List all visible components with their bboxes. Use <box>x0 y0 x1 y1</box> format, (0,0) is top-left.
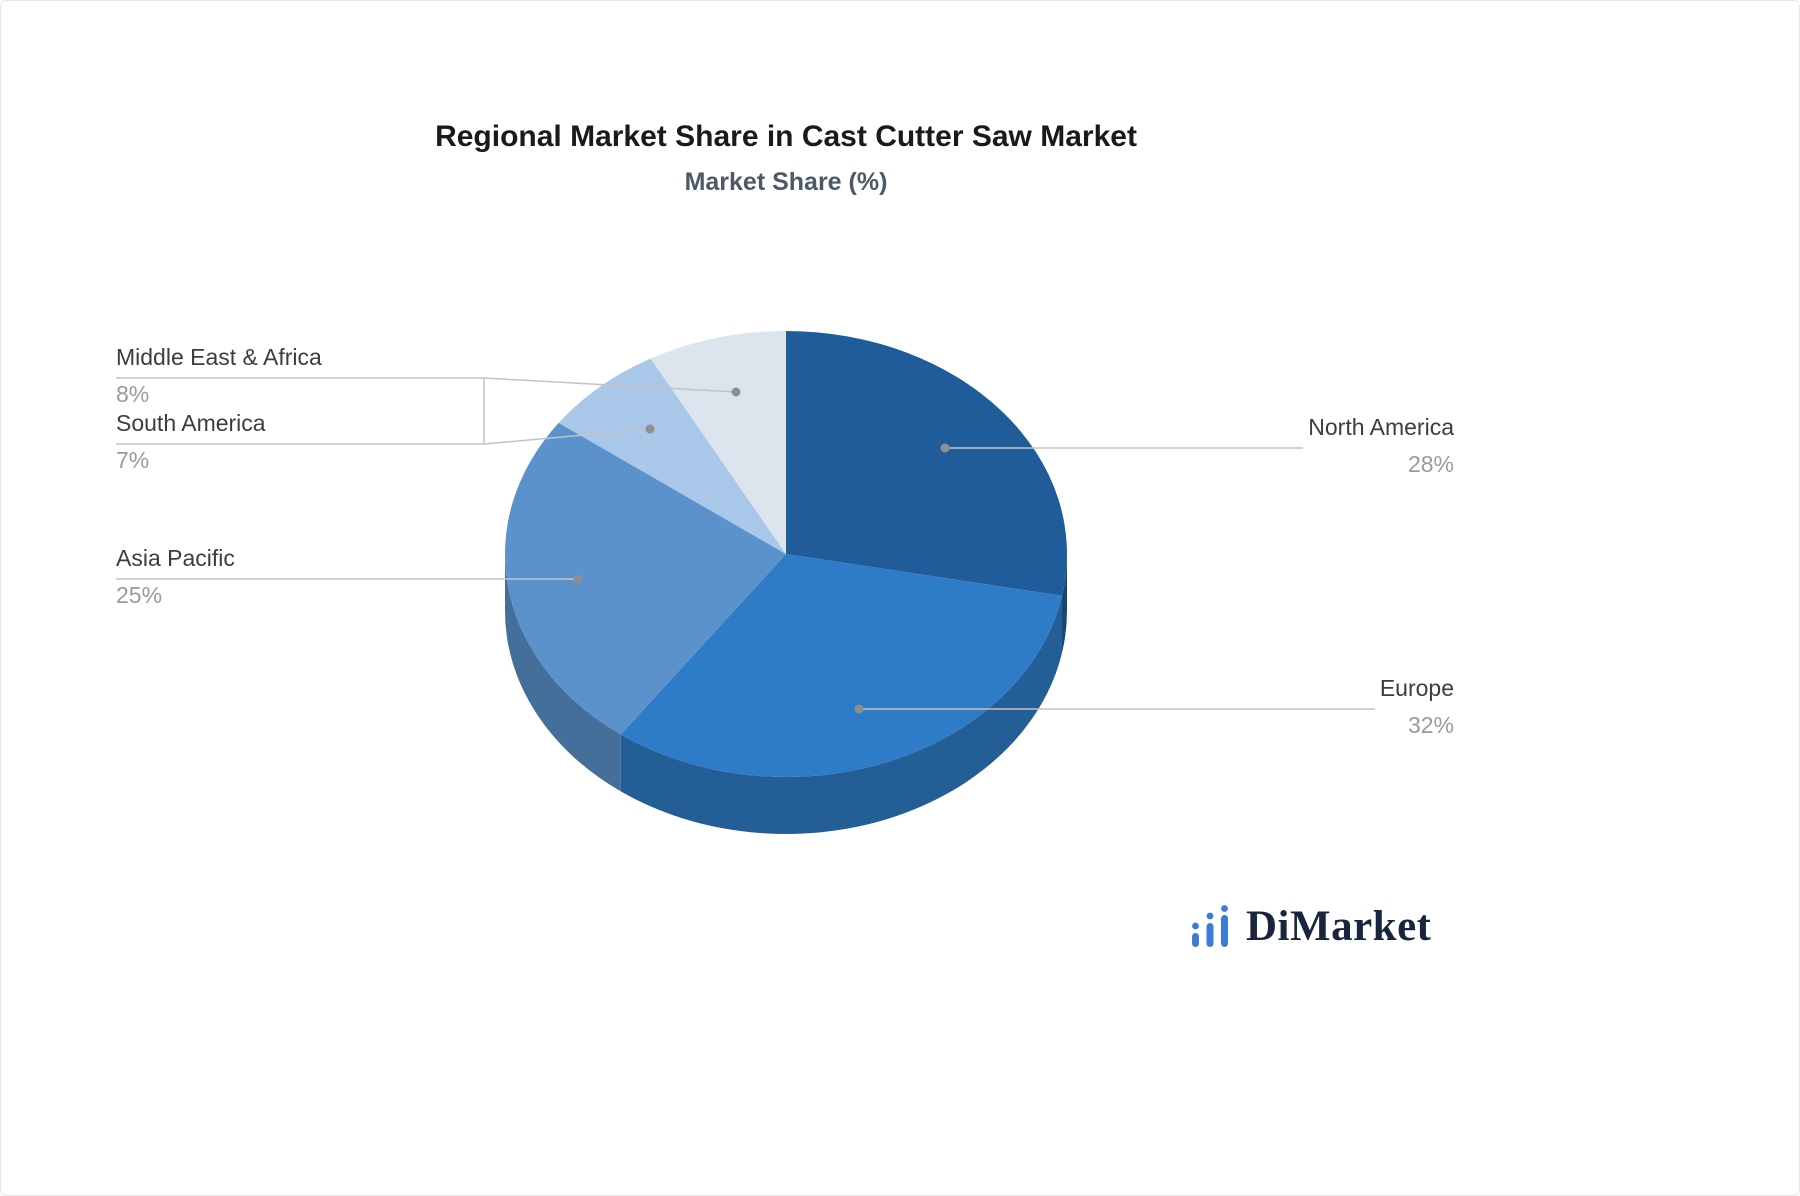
pie-slice-side-europe <box>620 595 1063 834</box>
pie-slice-europe <box>620 554 1063 777</box>
dimarket-logo: DiMarket <box>1186 902 1432 951</box>
leader-line <box>483 377 737 393</box>
callout-label-north-america: North America <box>1308 414 1454 440</box>
chart-title: Regional Market Share in Cast Cutter Saw… <box>435 120 1137 153</box>
callout-label-south-america: South America <box>116 410 266 436</box>
logo-text: DiMarket <box>1246 903 1432 950</box>
callout-label-europe: Europe <box>1379 675 1454 701</box>
leader-line <box>483 428 651 445</box>
leader-dot <box>645 424 655 434</box>
callout-value-europe: 32% <box>1407 712 1454 738</box>
pie-slice-side-asia-pacific <box>505 554 621 792</box>
callout-value-south-america: 7% <box>116 447 150 473</box>
pie-slice-asia-pacific <box>505 422 786 735</box>
pie-slice-side-north-america <box>1062 554 1067 653</box>
leader-dot <box>573 574 583 584</box>
pie-slice-north-america <box>786 331 1067 596</box>
leader-dot <box>731 387 741 397</box>
callout-label-middle-east-africa: Middle East & Africa <box>116 344 322 370</box>
callout-label-asia-pacific: Asia Pacific <box>116 545 235 571</box>
bar-chart-icon <box>1192 904 1228 947</box>
callout-value-asia-pacific: 25% <box>116 582 163 608</box>
callout-value-north-america: 28% <box>1407 451 1454 477</box>
chart-subtitle: Market Share (%) <box>684 168 888 196</box>
leader-dot <box>854 704 864 714</box>
leader-dot <box>940 443 950 453</box>
callout-value-middle-east-africa: 8% <box>116 381 150 407</box>
pie-slice-south-america <box>558 358 786 554</box>
pie-slice-middle-east-africa <box>650 331 786 554</box>
